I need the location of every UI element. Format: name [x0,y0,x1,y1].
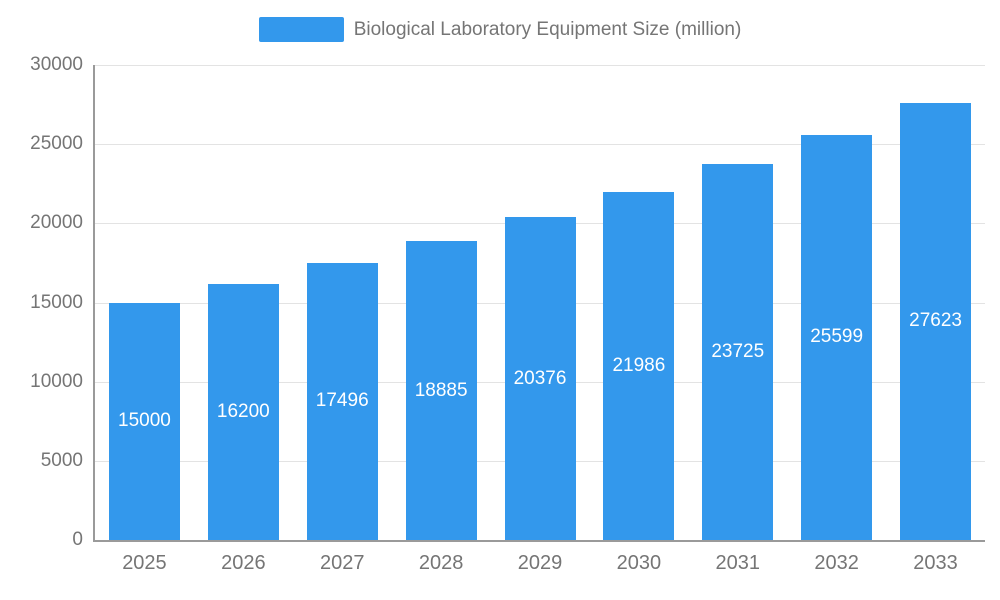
bar-2032: 25599 [801,134,873,540]
y-axis-tick-label: 15000 [30,291,83,313]
bar-value-label: 18885 [414,379,468,401]
x-axis-tick-label: 2026 [221,552,266,574]
bar-2029: 20376 [504,217,576,540]
bar-value-label: 23725 [711,341,765,363]
bar-value-label: 17496 [315,390,369,412]
x-axis-line [93,540,985,542]
y-axis-line [93,65,95,540]
x-axis-tick-label: 2033 [913,552,958,574]
y-axis-tick-label: 10000 [30,370,83,392]
x-axis-tick-label: 2028 [418,552,464,574]
x-axis-tick-label: 2031 [715,552,761,574]
bar-value-label: 21986 [612,354,666,376]
y-axis-tick-label: 20000 [30,212,83,234]
y-axis-tick-label: 5000 [40,449,83,471]
x-axis-tick-label: 2027 [319,552,365,574]
bar-value-label: 15000 [118,410,171,432]
x-axis-tick-label: 2025 [122,552,167,574]
bar-2025: 15000 [108,302,180,540]
bar-2033: 27623 [900,102,972,540]
bar-value-label: 27623 [909,310,962,332]
legend-swatch-icon[interactable] [258,17,344,42]
x-axis-tick-label: 2030 [616,552,662,574]
x-axis-tick-label: 2032 [814,552,859,574]
bar-2031: 23725 [702,164,774,540]
x-axis-tick-label: 2029 [517,552,563,574]
y-axis-tick-label: 0 [72,529,83,550]
gridline [95,144,985,146]
bar-2027: 17496 [306,262,378,540]
bar-2028: 18885 [405,241,477,540]
legend[interactable]: Biological Laboratory Equipment Size (mi… [0,17,1000,42]
legend-label: Biological Laboratory Equipment Size (mi… [353,18,742,40]
bar-2026: 16200 [207,283,279,540]
bar-value-label: 16200 [216,400,270,422]
plot-area: 0 5000 10000 15000 20000 25000 30000 15000 2025 1… [30,54,985,574]
y-axis-tick-label: 30000 [30,54,83,75]
bar-value-label: 25599 [810,326,864,348]
bar-2030: 21986 [603,191,675,540]
gridline [95,65,985,66]
y-axis-tick-label: 25000 [30,133,83,155]
bar-value-label: 20376 [513,367,567,389]
